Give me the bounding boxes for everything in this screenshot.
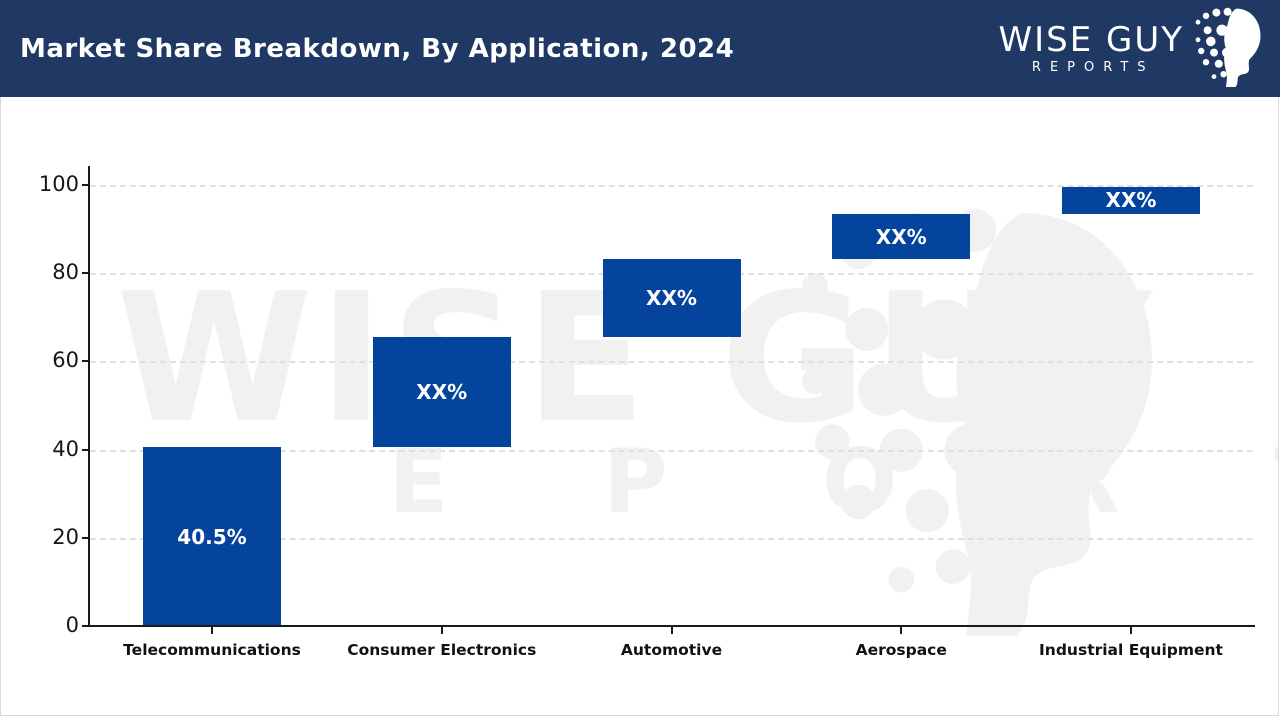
x-tick-mark — [900, 627, 903, 634]
x-category-label: Aerospace — [855, 641, 947, 659]
y-tick-mark — [82, 272, 89, 275]
bar-industrial-equipment: XX% — [1062, 186, 1200, 215]
x-category-label: Consumer Electronics — [347, 641, 537, 659]
brand-subname: REPORTS — [1031, 60, 1155, 75]
header-bar: Market Share Breakdown, By Application, … — [0, 0, 1280, 97]
bar-value-label: XX% — [416, 380, 468, 405]
bar-value-label: XX% — [646, 286, 697, 311]
gridline — [90, 185, 1253, 187]
x-tick-mark — [670, 627, 673, 634]
brand-name: WISE GUY — [998, 20, 1184, 60]
y-tick-label: 100 — [38, 172, 79, 196]
bar-value-label: XX% — [1105, 188, 1157, 213]
watermark-head-icon — [771, 200, 1161, 644]
y-tick-label: 80 — [52, 260, 79, 285]
bar-aerospace: XX% — [832, 214, 971, 260]
y-axis-line — [88, 166, 90, 627]
y-tick-mark — [82, 625, 89, 627]
y-tick-label: 40 — [52, 436, 79, 461]
bar-automotive: XX% — [602, 259, 741, 338]
brand-logo-text: WISE GUY REPORTS — [998, 23, 1184, 74]
bar-telecommunications: 40.5% — [143, 447, 281, 626]
brand-logo: WISE GUY REPORTS — [998, 6, 1262, 92]
x-tick-mark — [211, 627, 213, 634]
waterfall-chart: WISE GUY R E P O R T S 40.5%XX%XX%XX%XX%… — [1, 97, 1278, 715]
x-category-label: Automotive — [620, 641, 723, 659]
bar-value-label: 40.5% — [177, 524, 247, 549]
gridline — [90, 361, 1253, 364]
head-profile-icon — [1190, 6, 1262, 92]
x-tick-mark — [440, 627, 443, 634]
x-category-label: Industrial Equipment — [1039, 641, 1223, 659]
y-tick-mark — [82, 536, 89, 539]
y-tick-label: 60 — [52, 348, 79, 373]
chart-card: WISE GUY R E P O R T S 40.5%XX%XX%XX%XX%… — [0, 97, 1279, 716]
x-tick-mark — [1130, 627, 1132, 634]
page-title: Market Share Breakdown, By Application, … — [20, 33, 735, 64]
gridline — [90, 449, 1253, 452]
y-tick-mark — [82, 184, 89, 186]
gridline — [90, 537, 1253, 540]
x-axis-line — [85, 625, 1255, 627]
y-tick-label: 20 — [52, 524, 79, 549]
bar-value-label: XX% — [875, 224, 927, 249]
x-category-label: Telecommunications — [123, 641, 301, 659]
bar-consumer-electronics: XX% — [372, 337, 511, 448]
y-tick-label: 0 — [65, 613, 79, 637]
y-tick-mark — [82, 360, 89, 363]
y-tick-mark — [82, 448, 89, 451]
